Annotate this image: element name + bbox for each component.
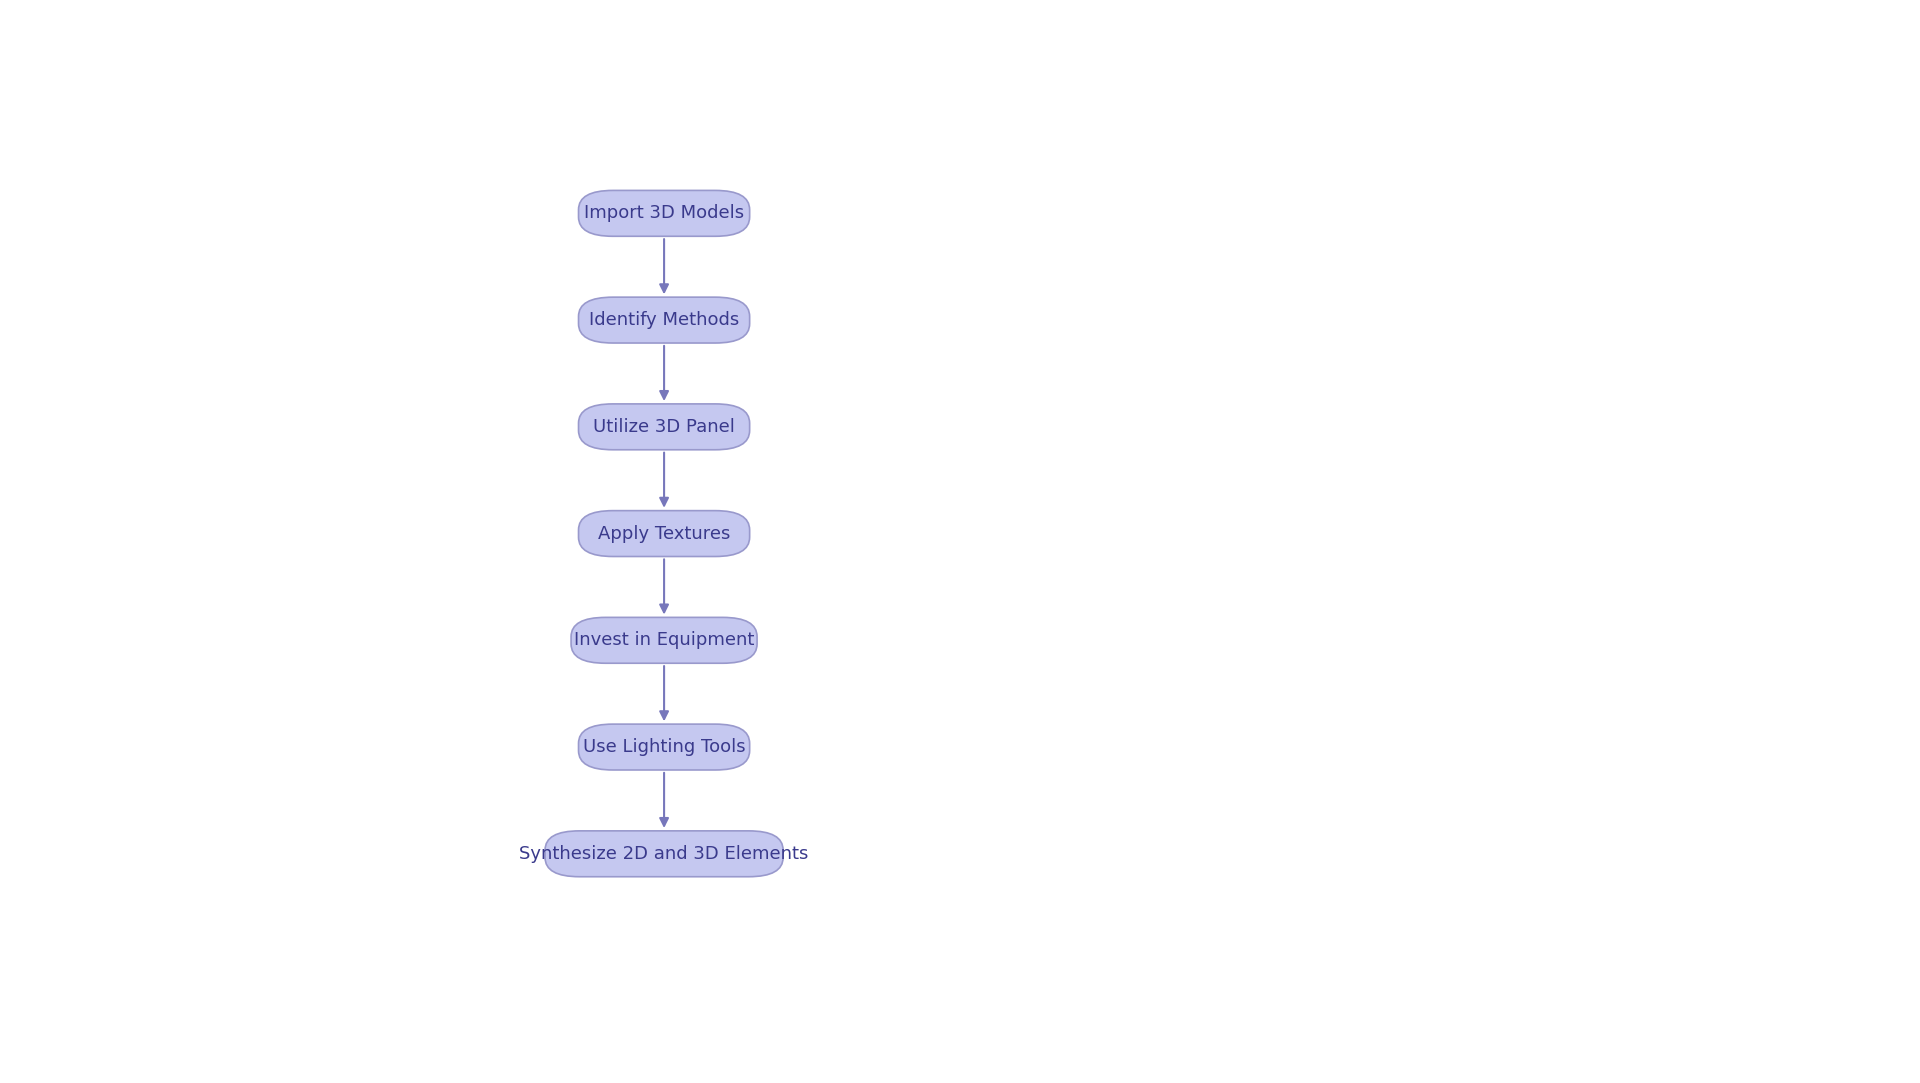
Text: Apply Textures: Apply Textures [597,524,730,543]
Text: Use Lighting Tools: Use Lighting Tools [584,738,745,756]
FancyBboxPatch shape [578,725,749,770]
Text: Identify Methods: Identify Methods [589,311,739,329]
Text: Utilize 3D Panel: Utilize 3D Panel [593,418,735,435]
FancyBboxPatch shape [578,191,749,236]
FancyBboxPatch shape [570,617,756,663]
FancyBboxPatch shape [578,297,749,343]
FancyBboxPatch shape [545,831,783,877]
Text: Import 3D Models: Import 3D Models [584,205,745,222]
FancyBboxPatch shape [578,511,749,557]
FancyBboxPatch shape [578,404,749,449]
Text: Invest in Equipment: Invest in Equipment [574,631,755,650]
Text: Synthesize 2D and 3D Elements: Synthesize 2D and 3D Elements [520,845,808,863]
